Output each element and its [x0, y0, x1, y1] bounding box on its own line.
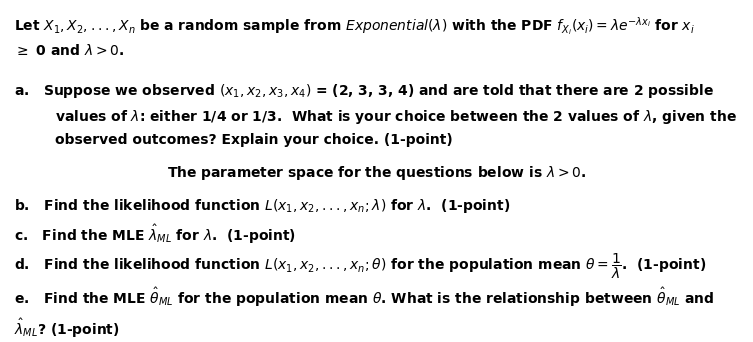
- Text: The parameter space for the questions below is $\lambda > 0$.: The parameter space for the questions be…: [167, 164, 586, 182]
- Text: observed outcomes? Explain your choice. (1-point): observed outcomes? Explain your choice. …: [55, 133, 453, 147]
- Text: e.   Find the MLE $\hat{\theta}_{ML}$ for the population mean $\theta$. What is : e. Find the MLE $\hat{\theta}_{ML}$ for …: [14, 286, 714, 309]
- Text: b.   Find the likelihood function $L\left(x_1, x_2, ..., x_n;\lambda\right)$ for: b. Find the likelihood function $L\left(…: [14, 197, 510, 215]
- Text: d.   Find the likelihood function $L\left(x_1, x_2, ..., x_n;\theta\right)$ for : d. Find the likelihood function $L\left(…: [14, 251, 706, 281]
- Text: $\geq$ 0 and $\lambda > 0$.: $\geq$ 0 and $\lambda > 0$.: [14, 43, 123, 58]
- Text: values of $\lambda$: either 1/4 or 1/3.  What is your choice between the 2 value: values of $\lambda$: either 1/4 or 1/3. …: [55, 108, 736, 126]
- Text: $\hat{\lambda}_{ML}$? (1-point): $\hat{\lambda}_{ML}$? (1-point): [14, 316, 119, 340]
- Text: c.   Find the MLE $\hat{\lambda}_{ML}$ for $\lambda$.  (1-point): c. Find the MLE $\hat{\lambda}_{ML}$ for…: [14, 222, 295, 246]
- Text: a.   Suppose we observed $(x_1, x_2, x_3, x_4)$ = (2, 3, 3, 4) and are told that: a. Suppose we observed $(x_1, x_2, x_3, …: [14, 82, 713, 100]
- Text: Let $X_1, X_2, ..., X_n$ be a random sample from $\mathit{Exponential}(\lambda)$: Let $X_1, X_2, ..., X_n$ be a random sam…: [14, 15, 694, 37]
